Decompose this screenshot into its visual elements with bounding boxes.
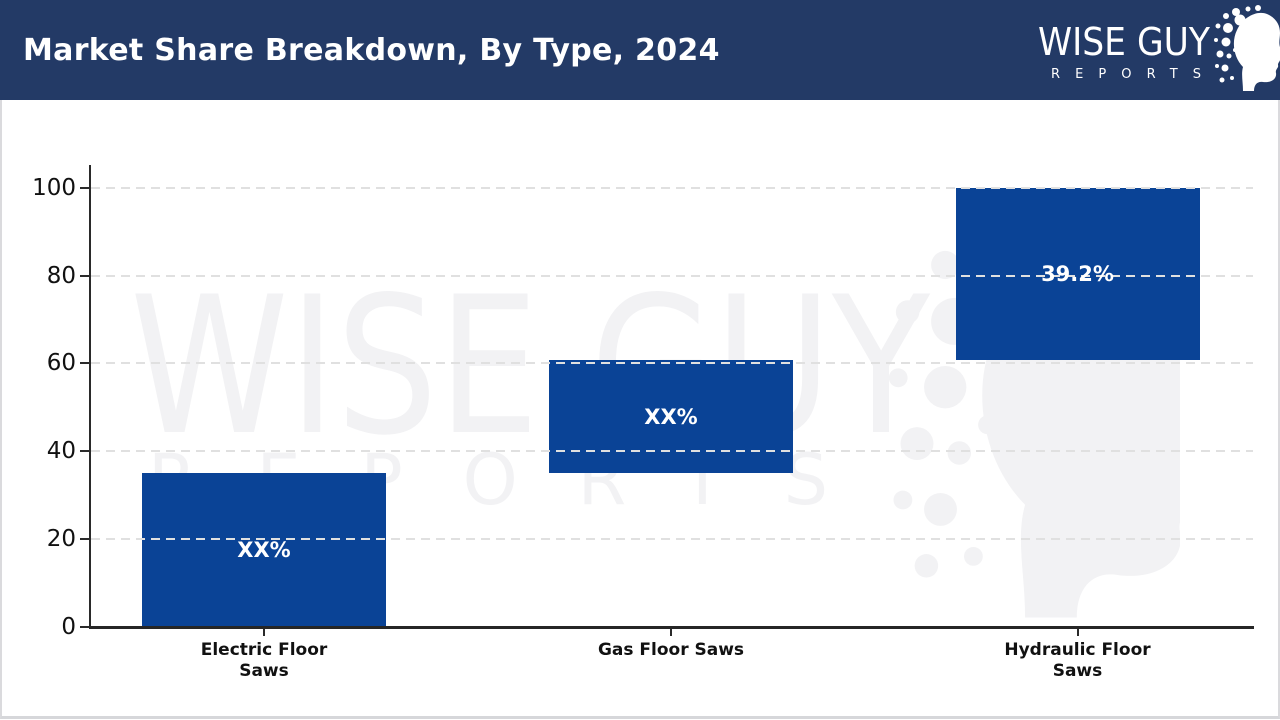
x-category-label-line: Saws xyxy=(1052,661,1103,681)
x-axis-line xyxy=(89,626,1254,629)
gridline xyxy=(91,450,1253,453)
x-category-label: Hydraulic Floor Saws xyxy=(938,640,1218,682)
y-tick-label: 0 xyxy=(61,614,76,640)
x-category-label-line: Hydraulic Floor xyxy=(1004,640,1151,660)
x-tick-mark xyxy=(1076,629,1079,636)
y-tick-mark xyxy=(80,274,90,277)
bar xyxy=(955,187,1200,360)
y-tick-mark xyxy=(80,186,90,189)
gridline xyxy=(91,538,1253,541)
x-category-label: Electric Floor Saws xyxy=(124,640,404,682)
y-tick-mark xyxy=(80,450,90,453)
logo-subtext: REPORTS xyxy=(1051,67,1201,82)
y-tick-label: 40 xyxy=(46,438,76,465)
header: Market Share Breakdown, By Type, 2024 WI… xyxy=(0,0,1280,100)
y-tick-label: 60 xyxy=(46,350,76,377)
x-tick-mark xyxy=(263,629,265,636)
y-tick-label: 80 xyxy=(46,262,76,289)
y-tick-label: 100 xyxy=(32,174,76,201)
x-category-label-line: Saws xyxy=(239,661,289,681)
head-profile-icon xyxy=(1214,5,1280,91)
bar-value-label: 39.2% xyxy=(1041,261,1114,286)
chart-title: Market Share Breakdown, By Type, 2024 xyxy=(23,32,720,68)
watermark-wordmark: WISE GUY xyxy=(130,256,931,477)
y-tick-label: 20 xyxy=(46,526,76,553)
wiseguy-logo: WISE GUY REPORTS xyxy=(1038,5,1280,91)
gridline xyxy=(91,362,1253,365)
x-tick-mark xyxy=(670,629,672,636)
y-tick-mark xyxy=(80,362,90,365)
bar-value-label: XX% xyxy=(237,538,291,563)
gridline xyxy=(91,274,1253,277)
bar-value-label: XX% xyxy=(644,404,698,429)
x-category-label-line: Gas Floor Saws xyxy=(597,640,745,660)
x-category-label: Gas Floor Saws xyxy=(531,640,811,661)
x-category-label-line: Electric Floor xyxy=(200,640,328,660)
bar xyxy=(142,473,386,627)
gridline xyxy=(91,186,1253,189)
bar xyxy=(549,359,793,474)
logo-wordmark: WISE GUY xyxy=(1038,20,1211,64)
y-axis-line xyxy=(89,165,91,629)
y-tick-mark xyxy=(80,538,90,541)
y-tick-mark xyxy=(80,626,90,628)
